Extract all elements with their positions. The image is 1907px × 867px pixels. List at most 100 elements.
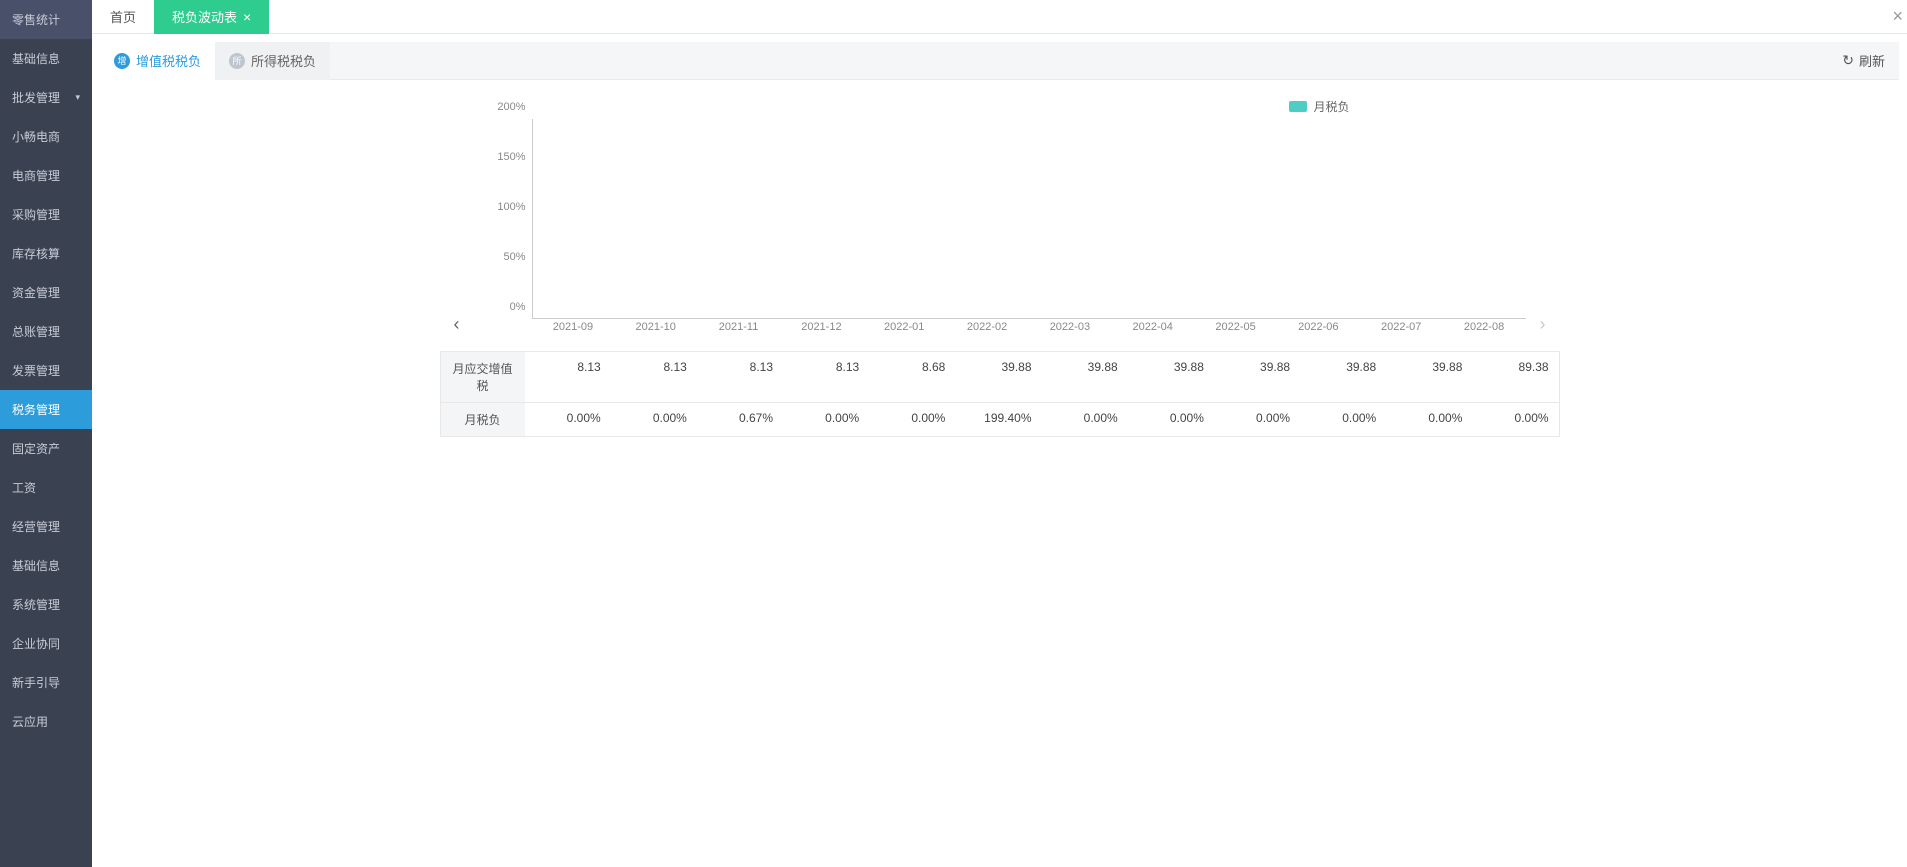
chart-next-wrap: › — [1526, 119, 1560, 337]
sidebar-item-label: 经营管理 — [12, 518, 60, 535]
refresh-button[interactable]: ↻ 刷新 — [1842, 51, 1885, 70]
table-cell: 8.13 — [783, 352, 869, 402]
sidebar-item-14[interactable]: 基础信息 — [0, 546, 92, 585]
sidebar-item-12[interactable]: 工资 — [0, 468, 92, 507]
y-ticks: 0%50%100%150%200% — [532, 119, 1526, 319]
table-cell: 39.88 — [1042, 352, 1128, 402]
table-row: 月应交增值税8.138.138.138.138.6839.8839.8839.8… — [441, 352, 1559, 403]
y-tick-label: 200% — [482, 101, 526, 113]
x-tick-label: 2021-09 — [532, 321, 615, 337]
table-cell: 0.00% — [869, 403, 955, 436]
table-cell: 0.00% — [1128, 403, 1214, 436]
sidebar-item-label: 税务管理 — [12, 401, 60, 418]
table-cell: 199.40% — [955, 403, 1041, 436]
table-cell: 0.00% — [783, 403, 869, 436]
sidebar-item-label: 总账管理 — [12, 323, 60, 340]
close-all-icon[interactable]: × — [1892, 6, 1903, 27]
table-row-label: 月应交增值税 — [441, 352, 525, 402]
sidebar-item-10[interactable]: 税务管理 — [0, 390, 92, 429]
sidebar-item-5[interactable]: 采购管理 — [0, 195, 92, 234]
sidebar-item-label: 基础信息 — [12, 50, 60, 67]
x-tick-label: 2022-05 — [1194, 321, 1277, 337]
x-tick-label: 2021-10 — [614, 321, 697, 337]
sidebar-item-label: 库存核算 — [12, 245, 60, 262]
chevron-left-icon[interactable]: ‹ — [454, 314, 460, 335]
sidebar-item-2[interactable]: 批发管理▾ — [0, 78, 92, 117]
table-cell: 39.88 — [1300, 352, 1386, 402]
sidebar-item-7[interactable]: 资金管理 — [0, 273, 92, 312]
y-tick-label: 0% — [482, 301, 526, 313]
sidebar-item-6[interactable]: 库存核算 — [0, 234, 92, 273]
x-labels: 2021-092021-102021-112021-122022-012022-… — [532, 321, 1526, 337]
sidebar-item-label: 发票管理 — [12, 362, 60, 379]
content: 增 增值税税负 所 所得税税负 ↻ 刷新 — [92, 34, 1907, 867]
x-tick-label: 2021-11 — [697, 321, 780, 337]
subtab-vat-label: 增值税税负 — [136, 51, 201, 70]
table-cell: 39.88 — [1214, 352, 1300, 402]
sidebar-item-4[interactable]: 电商管理 — [0, 156, 92, 195]
sidebar-item-3[interactable]: 小畅电商 — [0, 117, 92, 156]
sidebar-item-label: 固定资产 — [12, 440, 60, 457]
x-tick-label: 2022-04 — [1111, 321, 1194, 337]
table-cell: 39.88 — [955, 352, 1041, 402]
sidebar-item-8[interactable]: 总账管理 — [0, 312, 92, 351]
subtabs-row: 增 增值税税负 所 所得税税负 ↻ 刷新 — [100, 42, 1899, 80]
table-cell: 0.00% — [1472, 403, 1558, 436]
refresh-icon: ↻ — [1842, 52, 1854, 69]
sidebar-item-0[interactable]: 零售统计 — [0, 0, 92, 39]
x-tick-label: 2022-01 — [863, 321, 946, 337]
y-tick-label: 150% — [482, 151, 526, 163]
sidebar-item-label: 工资 — [12, 479, 36, 496]
subtab-income-label: 所得税税负 — [251, 51, 316, 70]
sidebar-item-17[interactable]: 新手引导 — [0, 663, 92, 702]
sidebar-item-label: 电商管理 — [12, 167, 60, 184]
top-tabs: 首页 税负波动表 × × — [92, 0, 1907, 34]
refresh-label: 刷新 — [1859, 51, 1885, 70]
table-cell: 8.68 — [869, 352, 955, 402]
main-area: 首页 税负波动表 × × 增 增值税税负 所 — [92, 0, 1907, 867]
table-cell: 0.67% — [697, 403, 783, 436]
table-cell: 0.00% — [1300, 403, 1386, 436]
sidebar-item-1[interactable]: 基础信息 — [0, 39, 92, 78]
app-root: 零售统计基础信息批发管理▾小畅电商电商管理采购管理库存核算资金管理总账管理发票管… — [0, 0, 1907, 867]
table-cell: 39.88 — [1386, 352, 1472, 402]
close-icon[interactable]: × — [243, 10, 251, 24]
sidebar-item-label: 资金管理 — [12, 284, 60, 301]
sidebar-item-15[interactable]: 系统管理 — [0, 585, 92, 624]
subtabs: 增 增值税税负 所 所得税税负 — [100, 42, 330, 80]
chart-plot: 0%50%100%150%200% 2021-092021-102021-112… — [474, 119, 1526, 337]
subtab-vat[interactable]: 增 增值税税负 — [100, 42, 215, 80]
tab-home[interactable]: 首页 — [92, 0, 154, 34]
x-tick-label: 2022-02 — [946, 321, 1029, 337]
vat-icon: 增 — [114, 53, 130, 69]
table-row-label: 月税负 — [441, 403, 525, 436]
chart-body: ‹ 0%50%100%150%200% 2021-092021-102021-1… — [440, 119, 1560, 337]
subtab-income-tax[interactable]: 所 所得税税负 — [215, 42, 330, 80]
sidebar-item-label: 零售统计 — [12, 11, 60, 28]
income-tax-icon: 所 — [229, 53, 245, 69]
sidebar-item-18[interactable]: 云应用 — [0, 702, 92, 741]
table-cell: 0.00% — [1042, 403, 1128, 436]
tab-active[interactable]: 税负波动表 × — [154, 0, 269, 34]
table-cell: 8.13 — [611, 352, 697, 402]
legend-label: 月税负 — [1313, 98, 1349, 115]
sidebar-item-label: 企业协同 — [12, 635, 60, 652]
data-table: 月应交增值税8.138.138.138.138.6839.8839.8839.8… — [440, 351, 1560, 437]
sidebar-item-9[interactable]: 发票管理 — [0, 351, 92, 390]
tab-active-label: 税负波动表 — [172, 7, 237, 26]
table-cell: 0.00% — [611, 403, 697, 436]
legend-swatch — [1289, 101, 1307, 112]
sidebar-item-11[interactable]: 固定资产 — [0, 429, 92, 468]
table-cell: 0.00% — [1214, 403, 1300, 436]
chart-prev-wrap: ‹ — [440, 119, 474, 337]
chart-legend: 月税负 — [440, 98, 1560, 115]
tab-home-label: 首页 — [110, 7, 136, 26]
sidebar-item-label: 批发管理 — [12, 89, 60, 106]
chevron-right-icon[interactable]: › — [1540, 314, 1546, 335]
sidebar-item-13[interactable]: 经营管理 — [0, 507, 92, 546]
x-tick-label: 2021-12 — [780, 321, 863, 337]
sidebar-item-16[interactable]: 企业协同 — [0, 624, 92, 663]
chart-wrap: 月税负 ‹ 0%50%100%150%200% 2021-092021- — [400, 80, 1600, 437]
x-tick-label: 2022-07 — [1360, 321, 1443, 337]
sidebar-item-label: 系统管理 — [12, 596, 60, 613]
